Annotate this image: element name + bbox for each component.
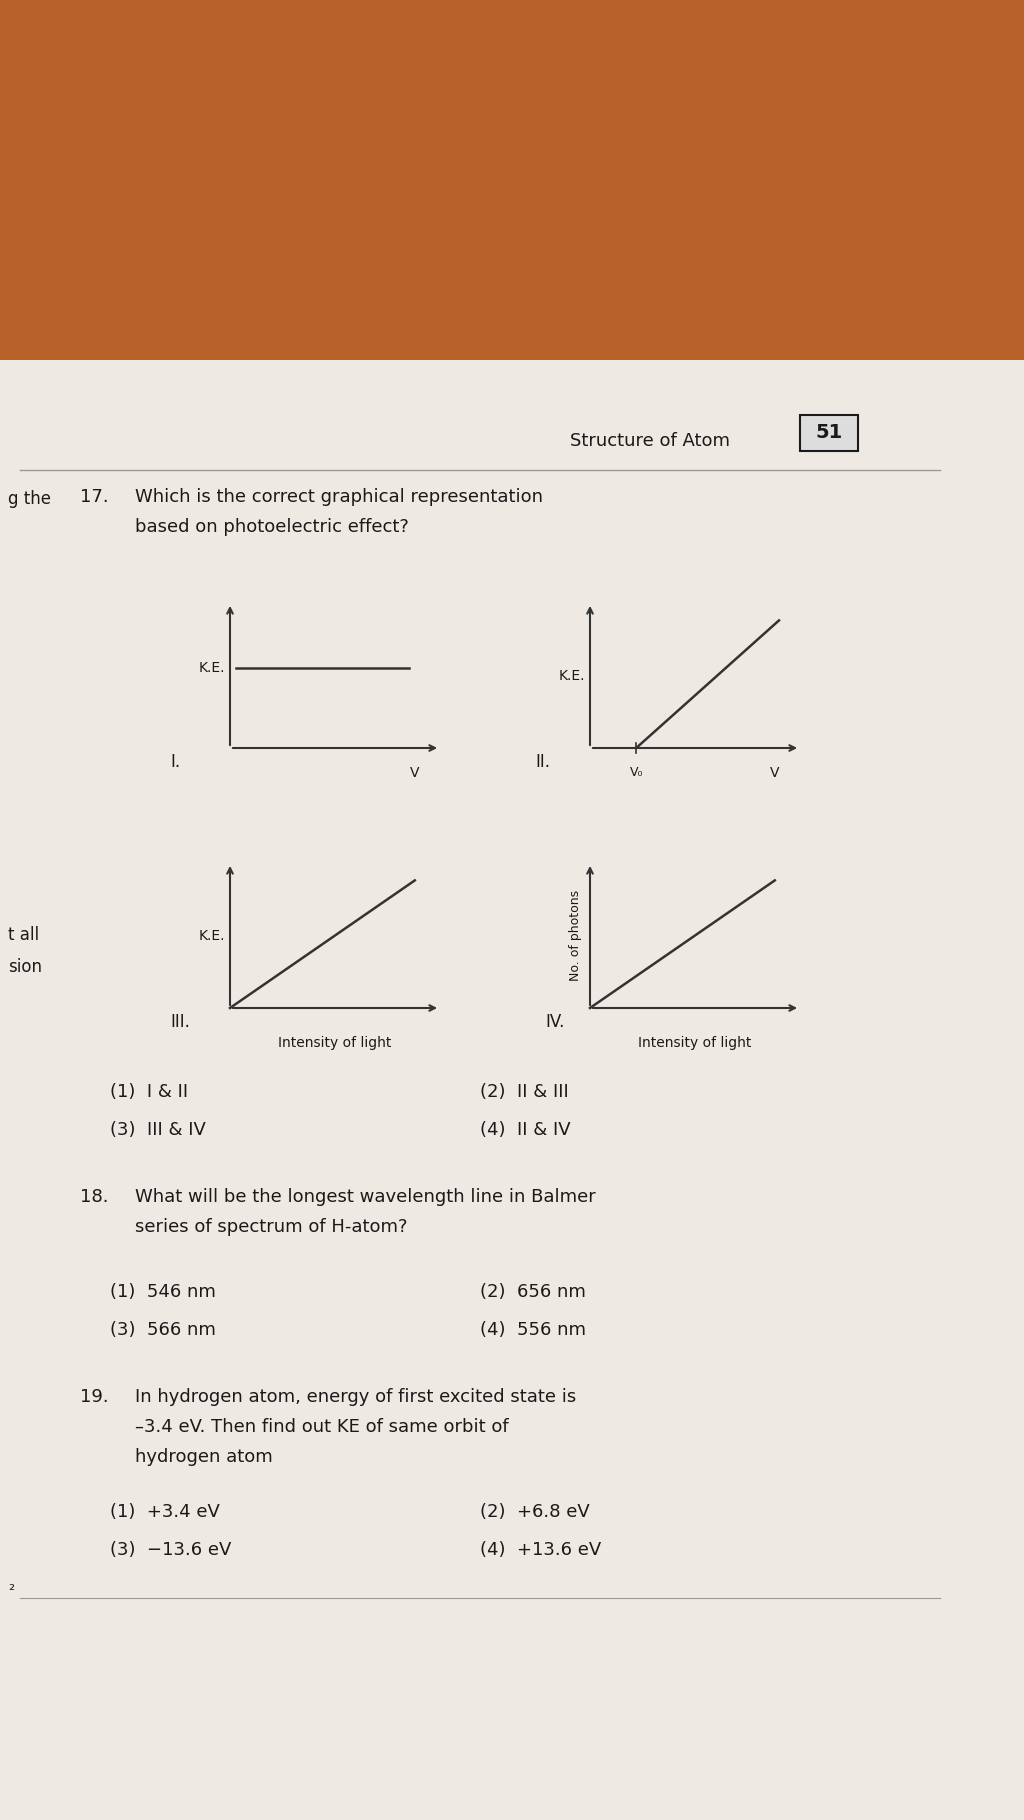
Text: K.E.: K.E.: [199, 928, 225, 943]
Text: Which is the correct graphical representation: Which is the correct graphical represent…: [135, 488, 543, 506]
Text: (2)  656 nm: (2) 656 nm: [480, 1283, 586, 1301]
Text: V₀: V₀: [630, 766, 643, 779]
Text: V: V: [410, 766, 420, 781]
Text: (4)  556 nm: (4) 556 nm: [480, 1321, 586, 1340]
Text: K.E.: K.E.: [558, 668, 585, 682]
Text: III.: III.: [170, 1014, 189, 1030]
Text: (3)  566 nm: (3) 566 nm: [110, 1321, 216, 1340]
Text: Structure of Atom: Structure of Atom: [570, 431, 730, 450]
Text: sion: sion: [8, 957, 42, 976]
Text: II.: II.: [535, 753, 550, 772]
Text: V: V: [770, 766, 779, 781]
Text: (3)  III & IV: (3) III & IV: [110, 1121, 206, 1139]
Text: IV.: IV.: [545, 1014, 564, 1030]
Text: (2)  II & III: (2) II & III: [480, 1083, 568, 1101]
Text: 18.: 18.: [80, 1188, 109, 1207]
Text: (4)  +13.6 eV: (4) +13.6 eV: [480, 1542, 601, 1560]
Text: In hydrogen atom, energy of first excited state is: In hydrogen atom, energy of first excite…: [135, 1389, 577, 1407]
Text: Intensity of light: Intensity of light: [638, 1036, 752, 1050]
Bar: [800, 415, 858, 451]
Text: (1)  +3.4 eV: (1) +3.4 eV: [110, 1503, 220, 1522]
Text: 19.: 19.: [80, 1389, 109, 1407]
Text: based on photoelectric effect?: based on photoelectric effect?: [135, 519, 409, 537]
Text: hydrogen atom: hydrogen atom: [135, 1449, 272, 1465]
Text: (3)  −13.6 eV: (3) −13.6 eV: [110, 1542, 231, 1560]
Text: (2)  +6.8 eV: (2) +6.8 eV: [480, 1503, 590, 1522]
Text: What will be the longest wavelength line in Balmer: What will be the longest wavelength line…: [135, 1188, 596, 1207]
Text: (1)  I & II: (1) I & II: [110, 1083, 188, 1101]
Text: No. of photons: No. of photons: [569, 890, 583, 981]
Text: series of spectrum of H-atom?: series of spectrum of H-atom?: [135, 1218, 408, 1236]
Text: t all: t all: [8, 926, 39, 945]
Bar: [0, 0, 1024, 389]
Text: ²: ²: [8, 1583, 14, 1598]
Text: (1)  546 nm: (1) 546 nm: [110, 1283, 216, 1301]
Text: g the: g the: [8, 490, 51, 508]
Text: Intensity of light: Intensity of light: [279, 1036, 392, 1050]
Text: –3.4 eV. Then find out KE of same orbit of: –3.4 eV. Then find out KE of same orbit …: [135, 1418, 509, 1436]
Text: K.E.: K.E.: [199, 661, 225, 675]
Text: 51: 51: [815, 424, 843, 442]
Text: (4)  II & IV: (4) II & IV: [480, 1121, 570, 1139]
Text: 17.: 17.: [80, 488, 109, 506]
Text: I.: I.: [170, 753, 180, 772]
